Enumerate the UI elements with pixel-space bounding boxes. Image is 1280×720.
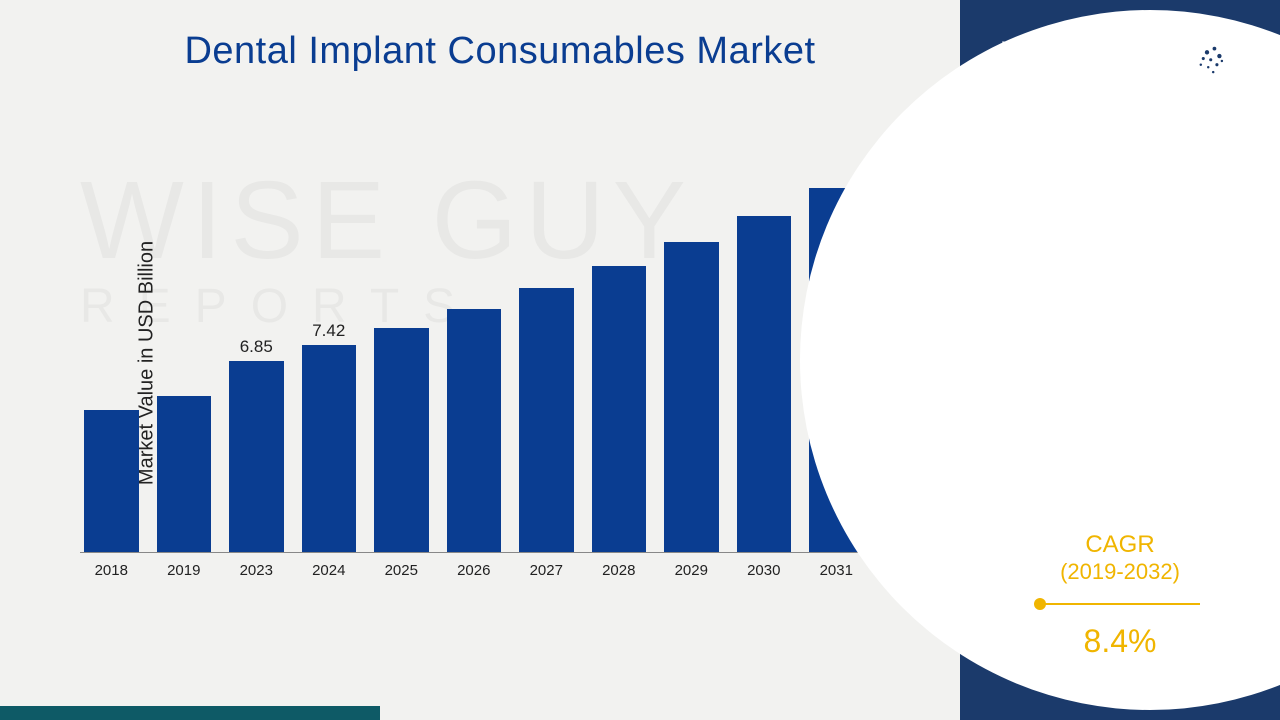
bar-group: 7.422024	[302, 133, 357, 553]
bar-category-label: 2019	[167, 562, 200, 579]
bar	[229, 361, 284, 553]
side-content: WISE GUY REPORTS CAGR (2019-2032) 8.4%	[960, 0, 1280, 720]
bar-group: 2027	[519, 133, 574, 553]
cagr-value: 8.4%	[1040, 623, 1200, 660]
page-root: WISE GUY REPORTS Dental Implant Consumab…	[0, 0, 1280, 720]
bar-category-label: 2030	[747, 562, 780, 579]
bar-group: 2025	[374, 133, 429, 553]
chart-title: Dental Implant Consumables Market	[60, 30, 940, 73]
bar-category-label: 2031	[820, 562, 853, 579]
bar	[157, 396, 212, 553]
bar-category-label: 2025	[385, 562, 418, 579]
bar-category-label: 2028	[602, 562, 635, 579]
logo-sub: REPORTS	[1002, 70, 1168, 84]
logo-main: WISE GUY	[1002, 36, 1168, 69]
bar-group: 2019	[157, 133, 212, 553]
bar-group: 2018	[84, 133, 139, 553]
logo-text: WISE GUY REPORTS	[1002, 38, 1168, 84]
bar-category-label: 2023	[240, 562, 273, 579]
bar-group: 2026	[447, 133, 502, 553]
cagr-line	[1040, 603, 1200, 605]
bottom-accent-bar	[0, 706, 380, 720]
bar-category-label: 2024	[312, 562, 345, 579]
bar	[302, 345, 357, 553]
bar-category-label: 2027	[530, 562, 563, 579]
bar	[374, 328, 429, 553]
bar-category-label: 2029	[675, 562, 708, 579]
side-panel: WISE GUY REPORTS CAGR (2019-2032) 8.4%	[960, 0, 1280, 720]
bar-category-label: 2018	[95, 562, 128, 579]
cagr-block: CAGR (2019-2032) 8.4%	[1040, 531, 1200, 660]
bar	[592, 266, 647, 553]
head-icon	[1176, 30, 1238, 92]
bar-value-label: 6.85	[240, 337, 273, 357]
bar	[447, 309, 502, 553]
bar	[84, 410, 139, 553]
bar-value-label: 7.42	[312, 321, 345, 341]
logo: WISE GUY REPORTS	[1002, 30, 1238, 92]
bar-category-label: 2026	[457, 562, 490, 579]
cagr-label: CAGR	[1040, 531, 1200, 559]
baseline	[80, 552, 940, 553]
bar-group: 2029	[664, 133, 719, 553]
bar-group: 6.852023	[229, 133, 284, 553]
bar-group: 2028	[592, 133, 647, 553]
bar	[664, 242, 719, 553]
bar	[519, 288, 574, 553]
cagr-range: (2019-2032)	[1040, 559, 1200, 585]
